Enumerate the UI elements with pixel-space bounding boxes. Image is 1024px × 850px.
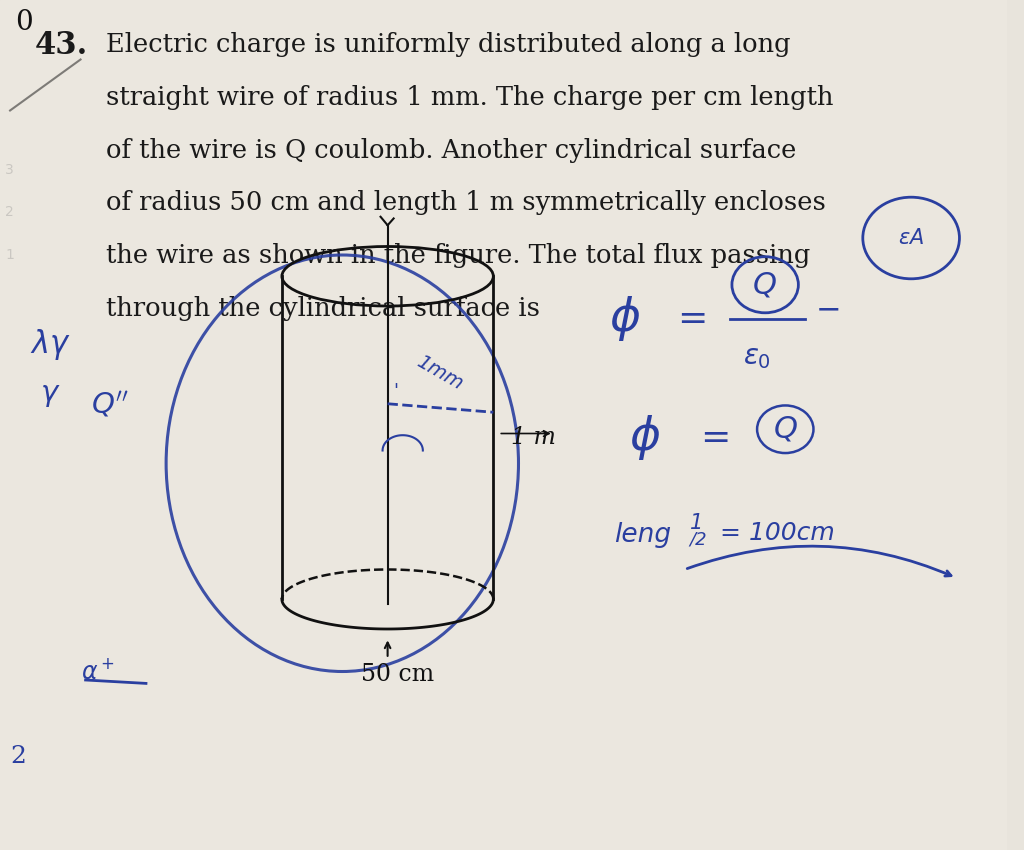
Text: =: = [699,421,730,455]
Text: $\varepsilon_0$: $\varepsilon_0$ [743,343,771,371]
Text: Q: Q [773,415,798,444]
Text: 2: 2 [10,745,26,768]
Text: through the cylindrical surface is: through the cylindrical surface is [105,296,540,320]
Text: $\phi$: $\phi$ [609,294,641,343]
Text: ': ' [393,382,398,400]
Text: 1 m: 1 m [511,426,556,450]
Text: −: − [815,296,841,325]
Text: $\phi$: $\phi$ [629,413,660,462]
Text: Electric charge is uniformly distributed along a long: Electric charge is uniformly distributed… [105,32,791,57]
Text: straight wire of radius 1 mm. The charge per cm length: straight wire of radius 1 mm. The charge… [105,85,834,110]
Text: 43.: 43. [35,30,88,60]
Text: /2: /2 [689,530,708,549]
Text: =: = [678,302,708,336]
Text: of radius 50 cm and length 1 m symmetrically encloses: of radius 50 cm and length 1 m symmetric… [105,190,825,215]
Text: 1: 1 [5,248,14,262]
Text: the wire as shown in the figure. The total flux passing: the wire as shown in the figure. The tot… [105,243,810,268]
Text: 1: 1 [689,513,702,533]
Text: leng: leng [614,523,672,548]
Text: of the wire is Q coulomb. Another cylindrical surface: of the wire is Q coulomb. Another cylind… [105,138,796,162]
Text: 3: 3 [5,163,13,177]
Text: 50 cm: 50 cm [361,663,434,686]
Text: $\gamma$: $\gamma$ [40,382,60,409]
Text: Q: Q [753,270,777,299]
Text: 1mm: 1mm [413,352,466,394]
Text: $\alpha^+$: $\alpha^+$ [81,659,115,684]
Text: 2: 2 [5,206,13,219]
Text: $\lambda\gamma$: $\lambda\gamma$ [30,326,71,362]
Text: $\varepsilon$A: $\varepsilon$A [898,228,925,248]
Text: 0: 0 [15,8,33,36]
Text: $Q''$: $Q''$ [90,388,129,419]
Text: = 100cm: = 100cm [720,521,835,545]
